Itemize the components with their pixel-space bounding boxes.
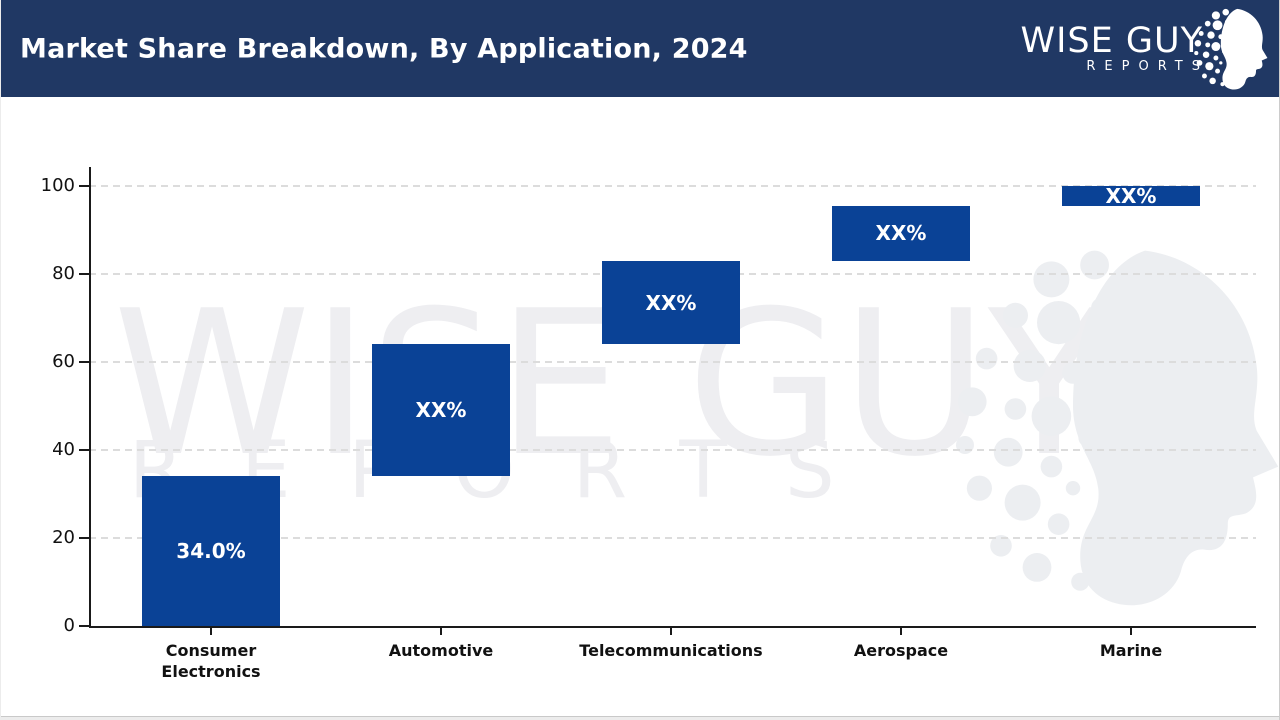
x-tickmark-consumer-electronics bbox=[210, 626, 212, 635]
y-tickmark-20 bbox=[79, 537, 89, 539]
x-tickmark-marine bbox=[1130, 626, 1132, 635]
y-axis-tick-80: 80 bbox=[52, 263, 75, 284]
y-tickmark-40 bbox=[79, 449, 89, 451]
x-tickmark-automotive bbox=[440, 626, 442, 635]
logo-reports-label: REPORTS bbox=[1086, 59, 1209, 74]
logo-head-icon bbox=[1194, 8, 1268, 90]
y-axis-tick-60: 60 bbox=[52, 351, 75, 372]
y-tickmark-0 bbox=[79, 625, 89, 627]
bar-telecommunications: XX% bbox=[602, 260, 740, 345]
header-bar: Market Share Breakdown, By Application, … bbox=[1, 0, 1279, 97]
x-axis-label-telecommunications: Telecommunications bbox=[579, 641, 763, 660]
bar-value-label-automotive: XX% bbox=[415, 398, 467, 423]
x-tickmark-telecommunications bbox=[670, 626, 672, 635]
x-axis-spine bbox=[89, 626, 1256, 628]
wise-guy-reports-logo: WISE GUY REPORTS bbox=[1020, 0, 1271, 97]
gridline-20 bbox=[89, 537, 1256, 539]
y-tickmark-100 bbox=[79, 185, 89, 187]
logo-wise-guy-label: WISE GUY bbox=[1020, 21, 1203, 61]
bar-automotive: XX% bbox=[372, 344, 510, 477]
x-axis-label-consumer-electronics: Consumer Electronics bbox=[161, 641, 261, 681]
y-axis-spine bbox=[89, 167, 91, 628]
y-axis-tick-0: 0 bbox=[63, 615, 75, 636]
y-tickmark-60 bbox=[79, 361, 89, 363]
x-axis-label-marine: Marine bbox=[1099, 641, 1163, 660]
y-tickmark-80 bbox=[79, 273, 89, 275]
bar-consumer-electronics: 34.0% bbox=[142, 476, 280, 626]
bar-marine: XX% bbox=[1062, 186, 1200, 206]
bar-aerospace: XX% bbox=[832, 205, 970, 261]
y-axis-tick-40: 40 bbox=[52, 439, 75, 460]
x-axis-label-aerospace: Aerospace bbox=[853, 641, 949, 660]
watermark-head-icon bbox=[956, 250, 1279, 606]
x-axis-label-automotive: Automotive bbox=[388, 641, 494, 660]
logo-text: WISE GUY REPORTS bbox=[1020, 21, 1203, 75]
x-tickmark-aerospace bbox=[900, 626, 902, 635]
bar-value-label-consumer-electronics: 34.0% bbox=[176, 539, 246, 564]
bottom-divider bbox=[1, 716, 1279, 720]
y-axis-tick-20: 20 bbox=[52, 527, 75, 548]
bar-value-label-telecommunications: XX% bbox=[645, 290, 697, 315]
bar-value-label-marine: XX% bbox=[1105, 186, 1157, 206]
page-title: Market Share Breakdown, By Application, … bbox=[20, 33, 748, 64]
gridline-60 bbox=[89, 361, 1256, 363]
gridline-100 bbox=[89, 185, 1256, 187]
y-axis-tick-100: 100 bbox=[40, 175, 75, 196]
bar-value-label-aerospace: XX% bbox=[875, 221, 927, 246]
gridline-40 bbox=[89, 449, 1256, 451]
